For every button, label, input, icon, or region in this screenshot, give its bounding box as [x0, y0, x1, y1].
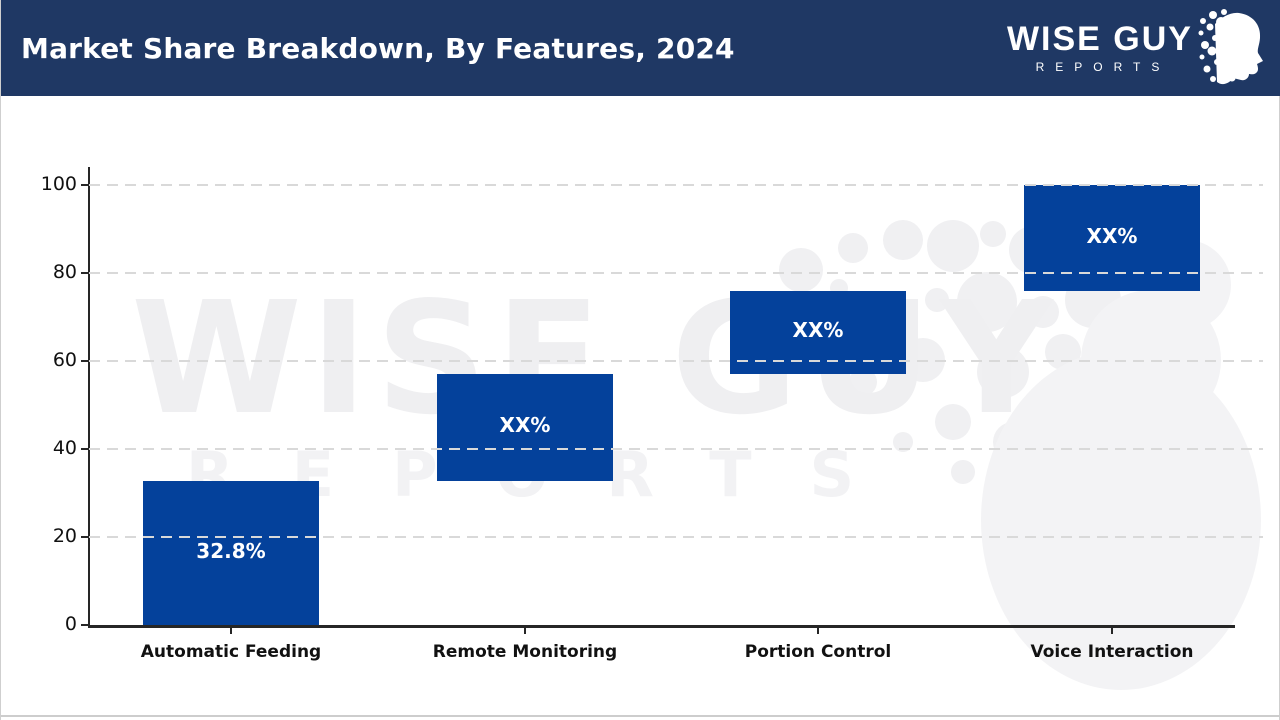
brand-name: WISE GUY [1006, 20, 1193, 58]
bottom-border [1, 715, 1280, 717]
gridline-20 [89, 536, 1263, 538]
brand-logo: WISE GUY REPORTS [1007, 7, 1267, 89]
x-tick-1 [524, 627, 526, 634]
x-axis-line [88, 625, 1235, 628]
x-axis-label-2: Portion Control [744, 642, 892, 662]
watermark-dot [927, 220, 979, 272]
x-tick-2 [817, 627, 819, 634]
x-axis-label-1: Remote Monitoring [432, 642, 618, 662]
watermark-dot [957, 272, 1017, 332]
brand-subname: REPORTS [1035, 60, 1171, 74]
watermark-dot [980, 221, 1006, 247]
watermark-dot [1027, 296, 1059, 328]
y-tick-label-60: 60 [52, 349, 77, 371]
watermark-dot [883, 220, 923, 260]
bar-0 [143, 480, 319, 625]
watermark-dot [977, 346, 1029, 398]
x-tick-0 [230, 627, 232, 634]
y-tick-label-100: 100 [40, 173, 77, 195]
gridline-80 [89, 272, 1263, 274]
watermark-dot [951, 460, 975, 484]
y-tick-0 [81, 624, 89, 626]
bar-1 [437, 374, 613, 481]
y-tick-20 [81, 536, 89, 538]
gridline-40 [89, 448, 1263, 450]
header-bar: Market Share Breakdown, By Features, 202… [1, 0, 1280, 96]
bar-value-label-2: XX% [792, 318, 844, 343]
watermark-dot [935, 404, 971, 440]
brand-logo-text: WISE GUY REPORTS [1007, 22, 1193, 74]
bar-value-label-1: XX% [499, 413, 551, 438]
y-tick-label-0: 0 [64, 613, 77, 635]
y-tick-label-40: 40 [52, 437, 77, 459]
y-axis-line [88, 167, 90, 628]
x-tick-3 [1111, 627, 1113, 634]
watermark-dot [779, 248, 823, 292]
bar-value-label-0: 32.8% [196, 538, 266, 563]
watermark-dot [893, 432, 913, 452]
dotted-head-icon [1198, 9, 1263, 85]
bar-value-label-3: XX% [1086, 223, 1138, 248]
x-axis-label-0: Automatic Feeding [140, 642, 322, 662]
watermark-dot [925, 288, 949, 312]
gridline-60 [89, 360, 1263, 362]
y-tick-label-20: 20 [52, 525, 77, 547]
market-share-chart: 0 20 40 60 80 100 32.8% Automatic Feeding XX% Rem… [1, 96, 1280, 716]
watermark-dot [838, 233, 868, 263]
gridline-100 [89, 184, 1263, 186]
x-axis-label-3: Voice Interaction [1030, 642, 1194, 662]
y-tick-60 [81, 360, 89, 362]
y-tick-40 [81, 448, 89, 450]
y-tick-100 [81, 184, 89, 186]
y-tick-label-80: 80 [52, 261, 77, 283]
page-title: Market Share Breakdown, By Features, 202… [21, 31, 735, 65]
y-tick-80 [81, 272, 89, 274]
